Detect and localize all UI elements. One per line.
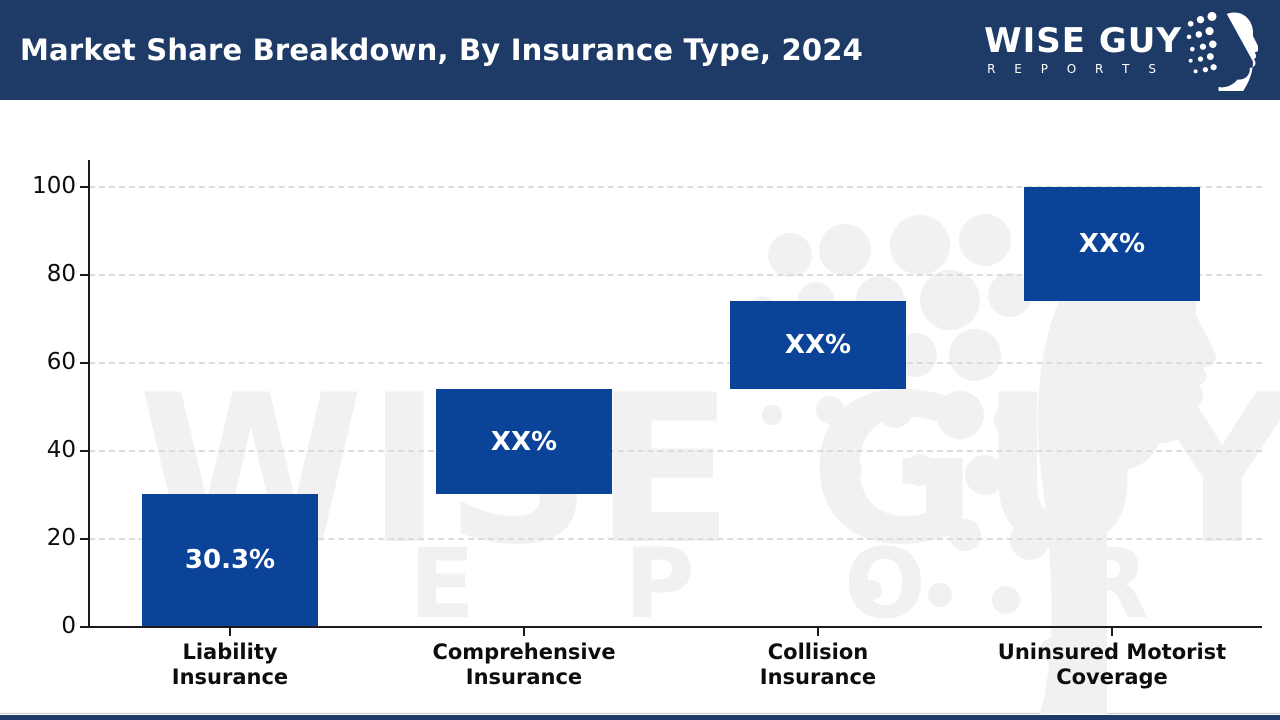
y-tick-label: 40 xyxy=(46,437,76,463)
category-label: Uninsured Motorist Coverage xyxy=(997,640,1227,689)
gridline xyxy=(89,450,1262,452)
footer-bar xyxy=(0,715,1280,720)
logo-face-dots-icon xyxy=(1186,11,1258,91)
y-tick-mark xyxy=(80,538,89,540)
y-tick-label: 0 xyxy=(61,613,76,639)
bar-value-label: XX% xyxy=(490,426,558,457)
gridline xyxy=(89,274,1262,276)
bar-segment: XX% xyxy=(730,301,906,390)
y-tick-label: 20 xyxy=(46,525,76,551)
x-tick-mark xyxy=(229,627,231,636)
y-axis-line xyxy=(88,160,90,628)
y-tick-label: 80 xyxy=(46,261,76,287)
x-tick-mark xyxy=(523,627,525,636)
bar-segment: 30.3% xyxy=(142,493,318,627)
y-tick-label: 100 xyxy=(32,173,76,199)
chart-title: Market Share Breakdown, By Insurance Typ… xyxy=(20,33,864,67)
wise-guy-reports-logo: WISE GUY R E P O R T S xyxy=(984,9,1258,91)
y-tick-mark xyxy=(80,626,89,628)
header-bar: Market Share Breakdown, By Insurance Typ… xyxy=(0,0,1280,100)
x-tick-mark xyxy=(817,627,819,636)
gridline xyxy=(89,186,1262,188)
y-tick-mark xyxy=(80,362,89,364)
y-tick-mark xyxy=(80,186,89,188)
y-tick-mark xyxy=(80,450,89,452)
bar-value-label: 30.3% xyxy=(184,545,276,576)
category-label: Liability Insurance xyxy=(171,640,289,689)
x-tick-mark xyxy=(1111,627,1113,636)
bar-value-label: XX% xyxy=(784,330,852,361)
bar-segment: XX% xyxy=(1024,187,1200,302)
logo-subtext: R E P O R T S xyxy=(987,62,1164,76)
category-label: Comprehensive Insurance xyxy=(432,640,616,689)
gridline xyxy=(89,362,1262,364)
bar-value-label: XX% xyxy=(1078,229,1146,260)
logo-text-block: WISE GUY R E P O R T S xyxy=(984,24,1182,76)
gridline xyxy=(89,538,1262,540)
logo-wordmark: WISE GUY xyxy=(984,21,1182,61)
y-tick-label: 60 xyxy=(46,349,76,375)
category-label: Collision Insurance xyxy=(759,640,877,689)
y-tick-mark xyxy=(80,274,89,276)
x-axis-line xyxy=(89,626,1262,628)
bar-segment: XX% xyxy=(436,389,612,494)
watermark-logo-subtext: R E P O R T S xyxy=(186,528,1280,640)
